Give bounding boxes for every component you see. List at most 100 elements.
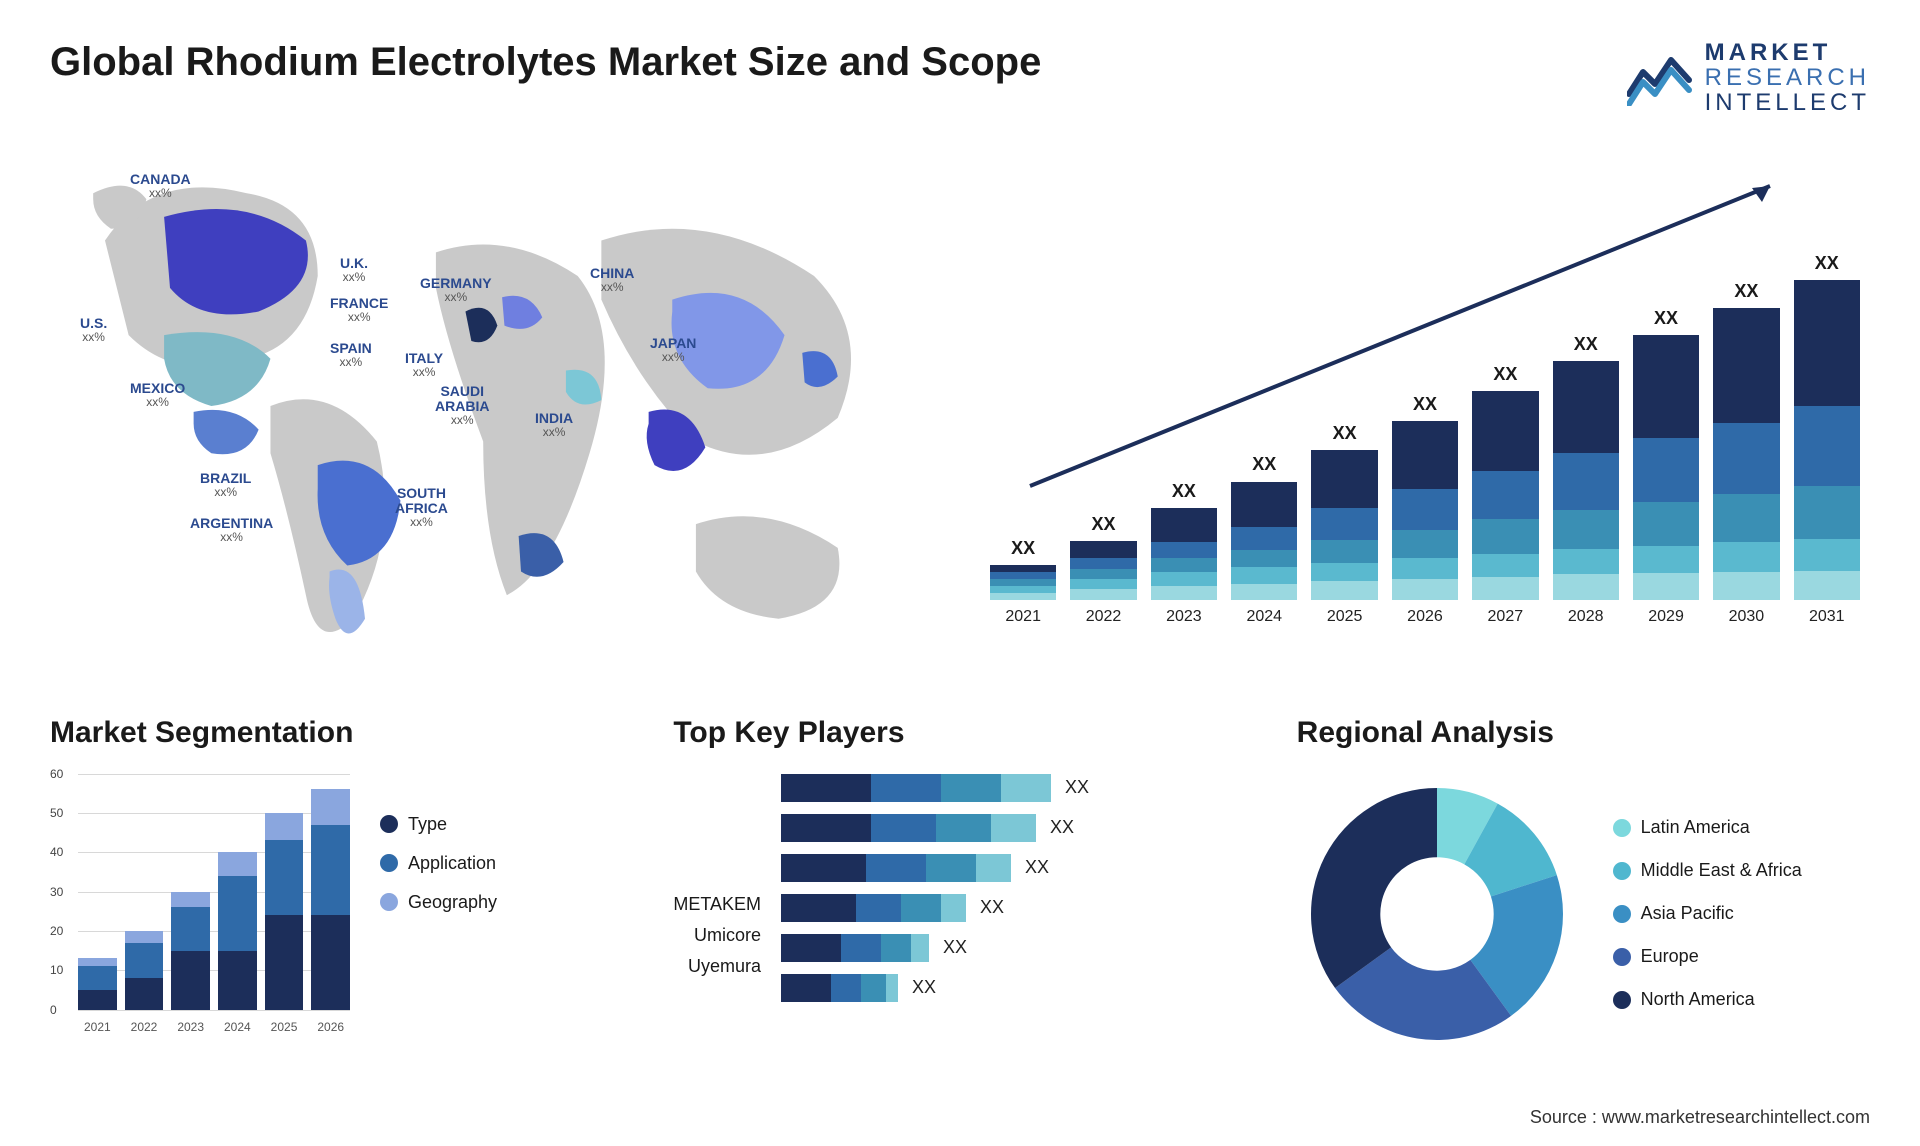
legend-dot-icon	[1613, 862, 1631, 880]
legend-label: Latin America	[1641, 817, 1750, 838]
key-player-bar-segment	[991, 814, 1036, 842]
key-player-bar: XX	[781, 774, 1089, 802]
seg-xlabel: 2025	[265, 1020, 304, 1034]
key-player-name: Umicore	[673, 925, 761, 946]
seg-bar-segment	[171, 892, 210, 908]
key-players-title: Top Key Players	[673, 716, 1246, 750]
legend-item: Application	[380, 853, 497, 874]
forecast-bar-segment	[1070, 589, 1136, 599]
forecast-chart: XX2021XX2022XX2023XX2024XX2025XX2026XX20…	[980, 146, 1870, 666]
forecast-bar-year: 2029	[1648, 608, 1684, 626]
seg-bar	[311, 789, 350, 1009]
forecast-bar-segment	[990, 593, 1056, 600]
seg-ytick: 60	[50, 767, 63, 781]
forecast-bar-segment	[1231, 527, 1297, 550]
forecast-bar-segment	[1151, 586, 1217, 600]
key-player-bar-segment	[831, 974, 861, 1002]
key-player-bar-segment	[781, 934, 841, 962]
legend-dot-icon	[380, 815, 398, 833]
legend-item: Middle East & Africa	[1613, 860, 1802, 881]
segmentation-chart: 202120222023202420252026 0102030405060	[50, 774, 350, 1034]
forecast-bar-segment	[1713, 494, 1779, 542]
forecast-bar-segment	[1151, 508, 1217, 542]
logo-mark-icon	[1627, 50, 1693, 106]
segmentation-section: Market Segmentation 20212022202320242025…	[50, 716, 623, 1034]
forecast-bar-year: 2027	[1488, 608, 1524, 626]
map-label: INDIAxx%	[535, 411, 573, 440]
forecast-bar-value: XX	[1574, 334, 1598, 355]
key-player-bar-segment	[841, 934, 881, 962]
forecast-bar-segment	[1633, 335, 1699, 438]
logo-text-1: MARKET	[1705, 40, 1870, 65]
forecast-bar-year: 2026	[1407, 608, 1443, 626]
forecast-bar: XX 2025	[1311, 423, 1377, 625]
regional-donut-chart	[1297, 774, 1577, 1054]
key-player-bar-segment	[1001, 774, 1051, 802]
forecast-bar-segment	[1231, 550, 1297, 567]
forecast-bar-segment	[1472, 391, 1538, 471]
forecast-bar: XX2023	[1151, 481, 1217, 626]
key-player-bar-segment	[781, 894, 856, 922]
legend-label: Europe	[1641, 946, 1699, 967]
forecast-bar-value: XX	[1333, 423, 1357, 444]
key-player-bar: XX	[781, 854, 1089, 882]
seg-ytick: 30	[50, 885, 63, 899]
seg-bar-segment	[265, 840, 304, 915]
forecast-bar-segment	[1151, 572, 1217, 586]
seg-bar	[78, 958, 117, 1009]
map-label: BRAZILxx%	[200, 471, 251, 500]
key-player-bar-segment	[856, 894, 901, 922]
map-label: MEXICOxx%	[130, 381, 185, 410]
key-player-value: XX	[1065, 777, 1089, 798]
forecast-bar-segment	[1070, 579, 1136, 589]
forecast-bar: XX2026	[1392, 394, 1458, 626]
legend-item: Type	[380, 814, 497, 835]
key-player-bar-segment	[936, 814, 991, 842]
key-player-value: XX	[980, 897, 1004, 918]
legend-dot-icon	[1613, 905, 1631, 923]
seg-bar-segment	[78, 958, 117, 966]
legend-label: Asia Pacific	[1641, 903, 1734, 924]
forecast-bar-segment	[1311, 540, 1377, 563]
seg-bar	[171, 892, 210, 1010]
forecast-bar-value: XX	[1252, 454, 1276, 475]
map-label: SAUDIARABIAxx%	[435, 384, 489, 428]
logo-text-2: RESEARCH	[1705, 65, 1870, 90]
key-player-bar: XX	[781, 814, 1089, 842]
legend-dot-icon	[380, 893, 398, 911]
forecast-bar-segment	[1070, 569, 1136, 579]
forecast-bar-segment	[1633, 546, 1699, 574]
forecast-bar-segment	[990, 565, 1056, 572]
forecast-bar-segment	[1472, 554, 1538, 577]
segmentation-title: Market Segmentation	[50, 716, 623, 750]
legend-item: Geography	[380, 892, 497, 913]
key-player-bar: XX	[781, 894, 1089, 922]
donut-slice	[1311, 788, 1437, 988]
forecast-bar-segment	[990, 579, 1056, 586]
forecast-bar-year: 2025	[1327, 608, 1363, 626]
forecast-bar-segment	[1633, 573, 1699, 599]
legend-dot-icon	[1613, 819, 1631, 837]
forecast-bar: XX2027	[1472, 364, 1538, 626]
forecast-bar-segment	[990, 586, 1056, 593]
key-player-bar-segment	[926, 854, 976, 882]
world-map: CANADAxx%U.S.xx%MEXICOxx%BRAZILxx%ARGENT…	[50, 146, 940, 666]
map-label: U.S.xx%	[80, 316, 107, 345]
seg-bar-segment	[218, 852, 257, 876]
map-label: ARGENTINAxx%	[190, 516, 273, 545]
map-label: SPAINxx%	[330, 341, 372, 370]
forecast-bar-segment	[1553, 361, 1619, 453]
seg-ytick: 20	[50, 924, 63, 938]
forecast-bar: XX2024	[1231, 454, 1297, 625]
forecast-bar-segment	[1311, 563, 1377, 581]
legend-dot-icon	[380, 854, 398, 872]
seg-bar-segment	[311, 915, 350, 1009]
seg-ytick: 10	[50, 963, 63, 977]
forecast-bar-year: 2030	[1729, 608, 1765, 626]
forecast-bar-segment	[1392, 489, 1458, 529]
forecast-bar-value: XX	[1092, 514, 1116, 535]
key-player-value: XX	[912, 977, 936, 998]
legend-label: Application	[408, 853, 496, 874]
key-player-bar-segment	[941, 774, 1001, 802]
forecast-bar-value: XX	[1011, 538, 1035, 559]
